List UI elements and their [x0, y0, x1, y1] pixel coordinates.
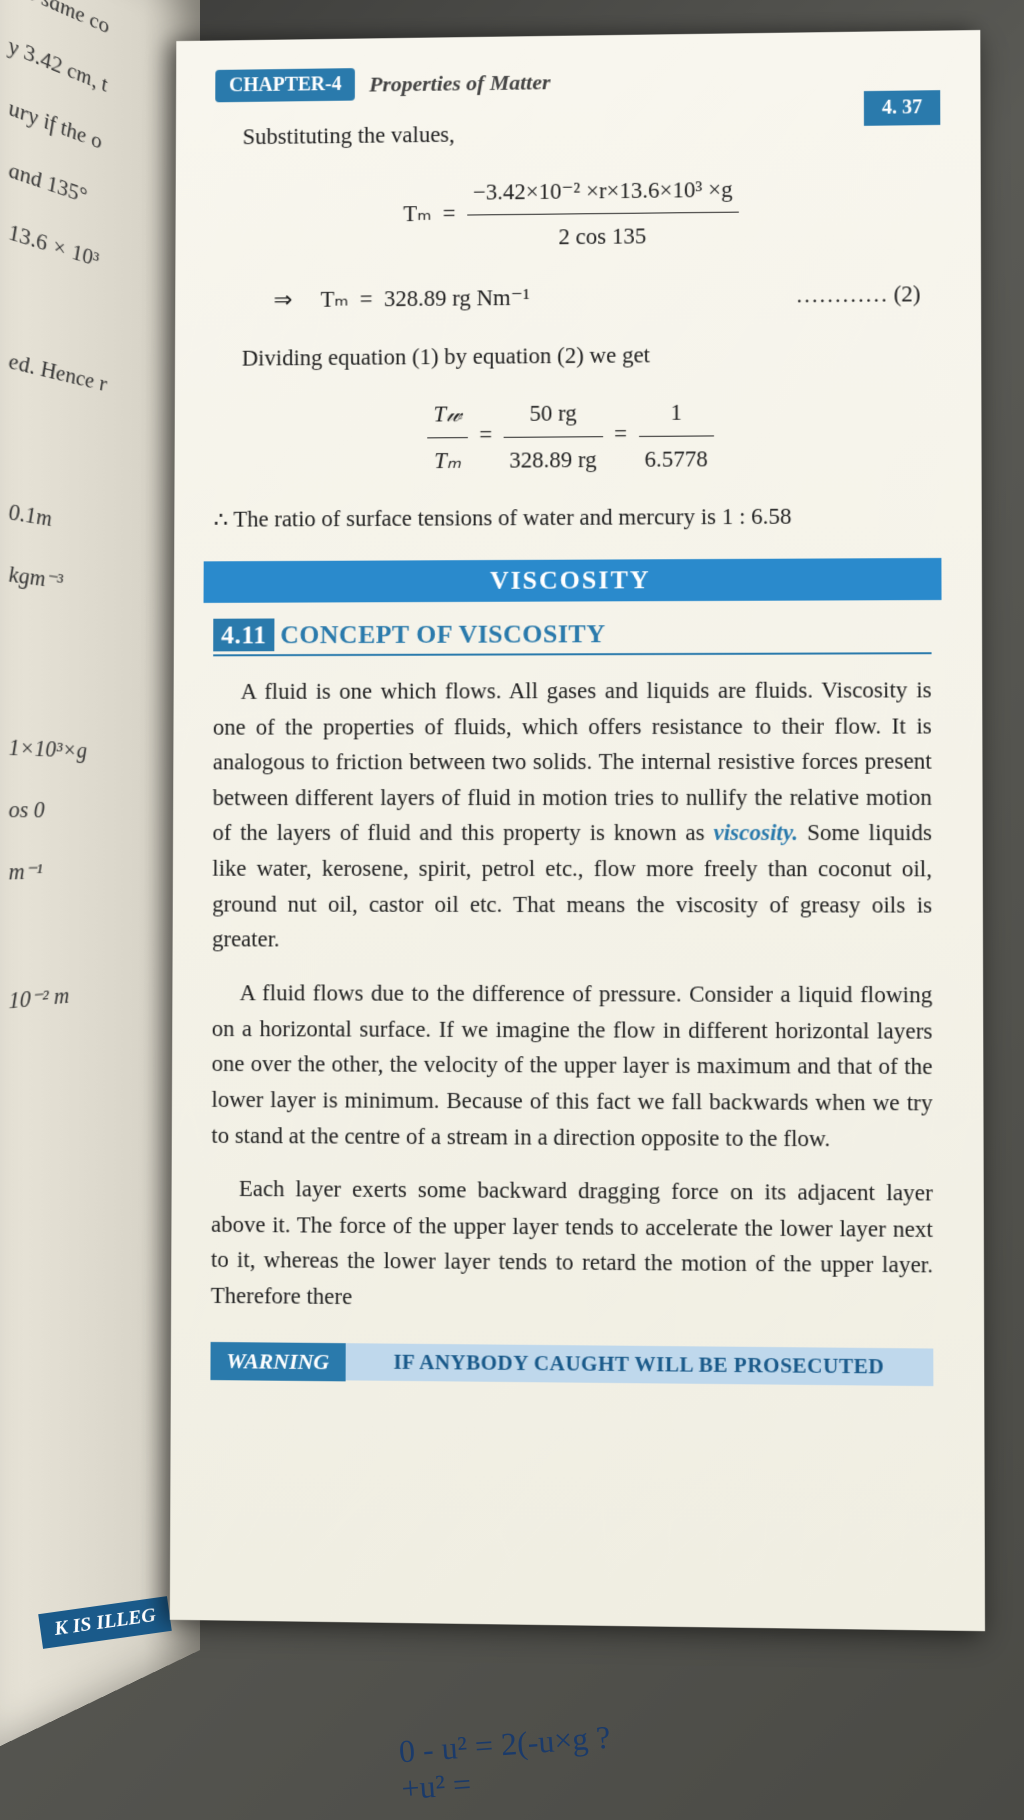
eq-numerator: 50 rg: [503, 393, 602, 438]
eq-lhs: Tₘ: [320, 287, 348, 312]
paragraph-3: Each layer exerts some backward dragging…: [211, 1171, 934, 1320]
viscosity-term: viscosity.: [713, 820, 798, 845]
eq-numerator: T𝓌: [427, 394, 467, 438]
divide-text: Dividing equation (1) by equation (2) we…: [214, 335, 931, 376]
equation-label: ………… (2): [795, 274, 920, 316]
equation-1: Tₘ = −3.42×10⁻² ×r×13.6×10³ ×g 2 cos 135: [215, 166, 931, 260]
eq-rhs: 328.89 rg Nm⁻¹: [384, 285, 530, 311]
intro-text: Substituting the values,: [215, 111, 930, 155]
left-fragment: os 0: [9, 779, 182, 841]
conclusion-text: ∴ The ratio of surface tensions of water…: [214, 498, 932, 537]
left-fragment: 10⁻² m: [9, 957, 182, 1032]
eq-denominator: Tₘ: [427, 438, 467, 481]
left-fragment: m⁻¹: [9, 840, 182, 904]
warning-tab: WARNING: [210, 1342, 345, 1381]
paragraph-1: A fluid is one which flows. All gases an…: [212, 672, 932, 959]
section-number: 4.11: [213, 618, 274, 651]
paragraph-2: A fluid flows due to the difference of p…: [211, 975, 933, 1157]
eq-denominator: 2 cos 135: [467, 213, 739, 259]
equation-3: T𝓌 Tₘ = 50 rg 328.89 rg = 1 6.5778: [214, 390, 931, 482]
left-fragment: 1×10³×g: [9, 717, 182, 783]
section-title: CONCEPT OF VISCOSITY: [280, 619, 605, 649]
left-fragment: ed. Hence r: [9, 330, 182, 431]
main-page: CHAPTER-4 Properties of Matter 4. 37 Sub…: [170, 30, 985, 1631]
chapter-title: Properties of Matter: [369, 69, 550, 97]
equation-2: ⇒ Tₘ = 328.89 rg Nm⁻¹ ………… (2): [214, 274, 930, 322]
eq-numerator: −3.42×10⁻² ×r×13.6×10³ ×g: [467, 169, 739, 216]
page-number: 4. 37: [864, 90, 940, 126]
warning-footer: WARNING IF ANYBODY CAUGHT WILL BE PROSEC…: [210, 1342, 933, 1387]
eq-numerator: 1: [639, 392, 714, 437]
section-heading: 4.11CONCEPT OF VISCOSITY: [213, 618, 931, 656]
section-banner: VISCOSITY: [204, 558, 942, 603]
eq-denominator: 328.89 rg: [503, 437, 602, 481]
eq-lhs: Tₘ: [403, 201, 431, 226]
chapter-tab: CHAPTER-4: [215, 68, 355, 102]
handwriting: 0 - u² = 2(-u×g ? +u² =: [398, 1719, 615, 1808]
eq-denominator: 6.5778: [639, 436, 714, 480]
arrow: ⇒: [273, 288, 292, 313]
warning-text: IF ANYBODY CAUGHT WILL BE PROSECUTED: [345, 1343, 933, 1386]
